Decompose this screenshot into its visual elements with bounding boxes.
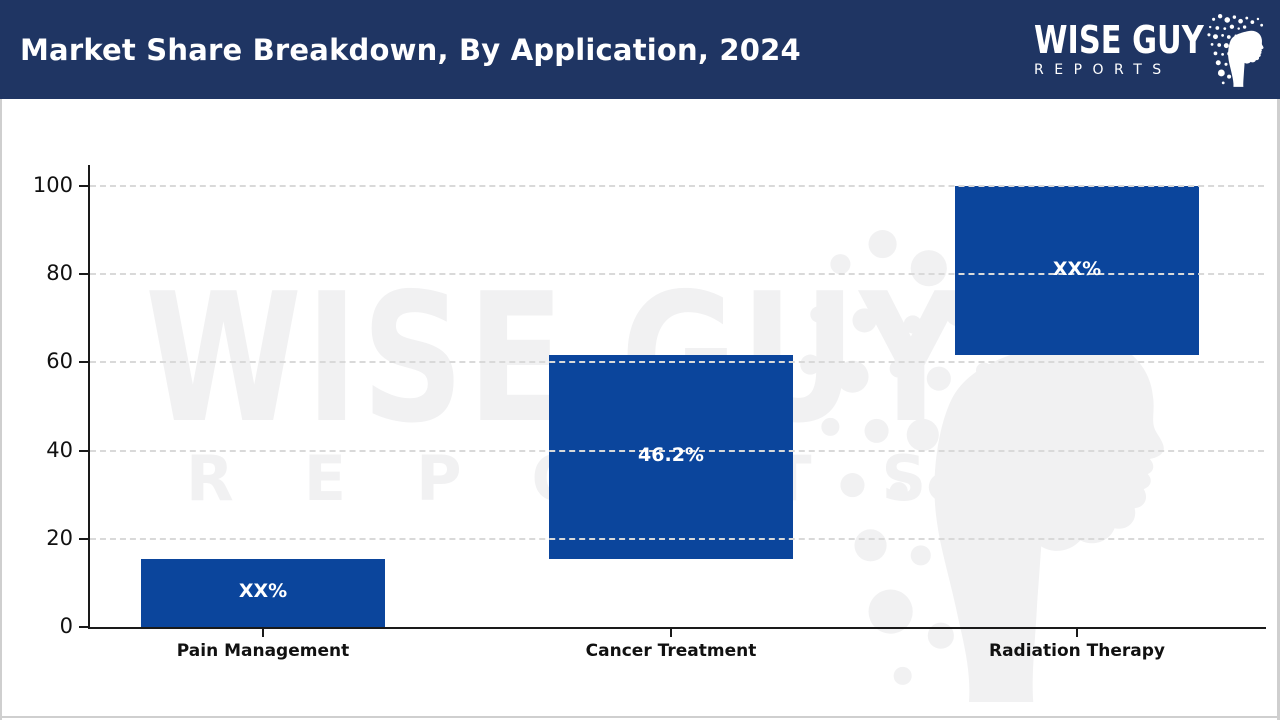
frame-left-border — [0, 99, 2, 720]
brand-dotted-head-icon — [1204, 11, 1266, 89]
gridline — [90, 361, 1264, 364]
y-tick-label: 20 — [46, 525, 73, 550]
y-axis-spine — [88, 165, 90, 629]
bar-value-label: XX% — [238, 580, 288, 603]
page-title: Market Share Breakdown, By Application, … — [20, 32, 801, 67]
x-tick-mark — [1076, 629, 1078, 637]
frame-right-border — [1277, 99, 1280, 720]
brand-subtitle: REPORTS — [1034, 62, 1172, 78]
x-tick-mark — [262, 629, 264, 637]
gridline — [90, 273, 1264, 276]
brand-logo: WISE GUY REPORTS — [1034, 11, 1266, 89]
y-tick-mark — [79, 185, 88, 187]
y-tick-label: 60 — [46, 349, 73, 374]
brand-logo-text: WISE GUY REPORTS — [1034, 18, 1204, 78]
bar — [549, 355, 793, 560]
bar — [141, 559, 385, 627]
y-tick-label: 0 — [59, 614, 73, 638]
bar-value-label: 46.2% — [638, 444, 704, 467]
y-tick-mark — [79, 449, 88, 452]
x-category-label: Pain Management — [176, 641, 350, 661]
brand-wordmark: WISE GUY — [1034, 18, 1204, 62]
x-axis-spine — [88, 627, 1266, 629]
x-category-label: Cancer Treatment — [585, 641, 757, 661]
gridline — [90, 185, 1264, 187]
frame-bottom-border — [0, 716, 1280, 718]
x-tick-mark — [670, 629, 672, 637]
y-tick-mark — [79, 626, 88, 628]
y-tick-label: 80 — [46, 261, 73, 286]
bar — [955, 186, 1199, 356]
report-header: Market Share Breakdown, By Application, … — [0, 0, 1280, 99]
y-tick-mark — [79, 273, 88, 276]
bar-value-label: XX% — [1052, 257, 1102, 280]
gridline — [90, 537, 1264, 540]
y-tick-mark — [79, 537, 88, 540]
y-tick-mark — [79, 361, 88, 364]
x-category-label: Radiation Therapy — [988, 641, 1166, 661]
y-tick-label: 40 — [46, 437, 73, 462]
y-tick-label: 100 — [32, 173, 73, 197]
gridline — [90, 449, 1264, 452]
